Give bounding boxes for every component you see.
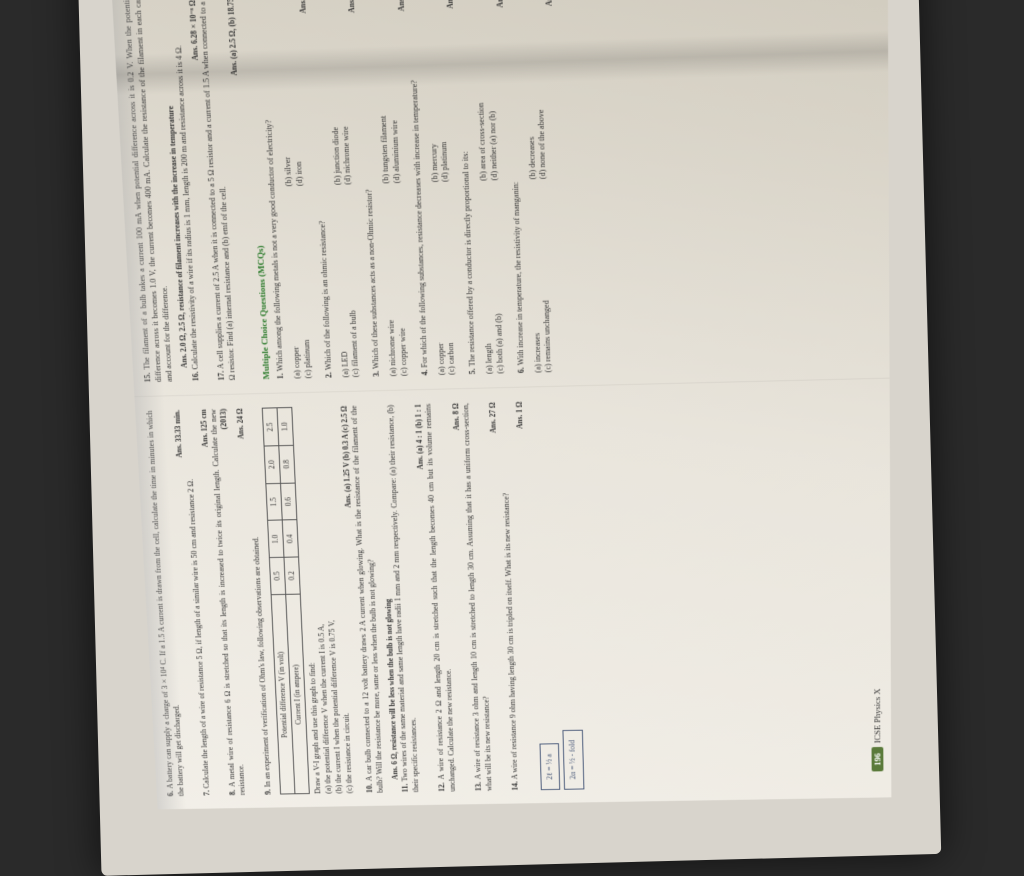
mcq1-num: 1. — [276, 371, 285, 379]
q15-num: 15. — [143, 369, 153, 382]
hand-box-1: 2ℓ = ½ a — [539, 743, 560, 790]
left-column: 6. A battery can supply a charge of 3 × … — [134, 378, 891, 810]
mcq6-num: 6. — [516, 365, 525, 373]
q12-num: 12. — [437, 779, 446, 792]
q8-num: 8. — [228, 787, 237, 795]
handwriting: 2ℓ = ½ a 2α = ½ - fold — [525, 400, 584, 790]
mcq4-num: 4. — [420, 368, 429, 376]
mcq5-num: 5. — [468, 366, 477, 374]
q7-num: 7. — [202, 788, 211, 796]
q14-num: 14. — [510, 779, 519, 790]
q11-num: 11. — [401, 781, 410, 792]
hand-box-2: 2α = ½ - fold — [563, 729, 585, 789]
q9-num: 9. — [264, 787, 273, 795]
q16-num: 16. — [190, 369, 199, 381]
mcq2-num: 2. — [324, 370, 333, 378]
q8-year: (2013) — [219, 409, 231, 430]
q10-num: 10. — [365, 781, 374, 793]
q17-num: 17. — [217, 369, 226, 381]
mcq3-num: 3. — [372, 369, 381, 377]
book-title: ICSE Physics X — [872, 688, 882, 743]
q6-num: 6. — [166, 789, 175, 797]
book-page: 6. A battery can supply a charge of 3 × … — [100, 0, 891, 809]
q13-num: 13. — [474, 779, 483, 791]
page-footer: 196 ICSE Physics X — [871, 688, 883, 771]
